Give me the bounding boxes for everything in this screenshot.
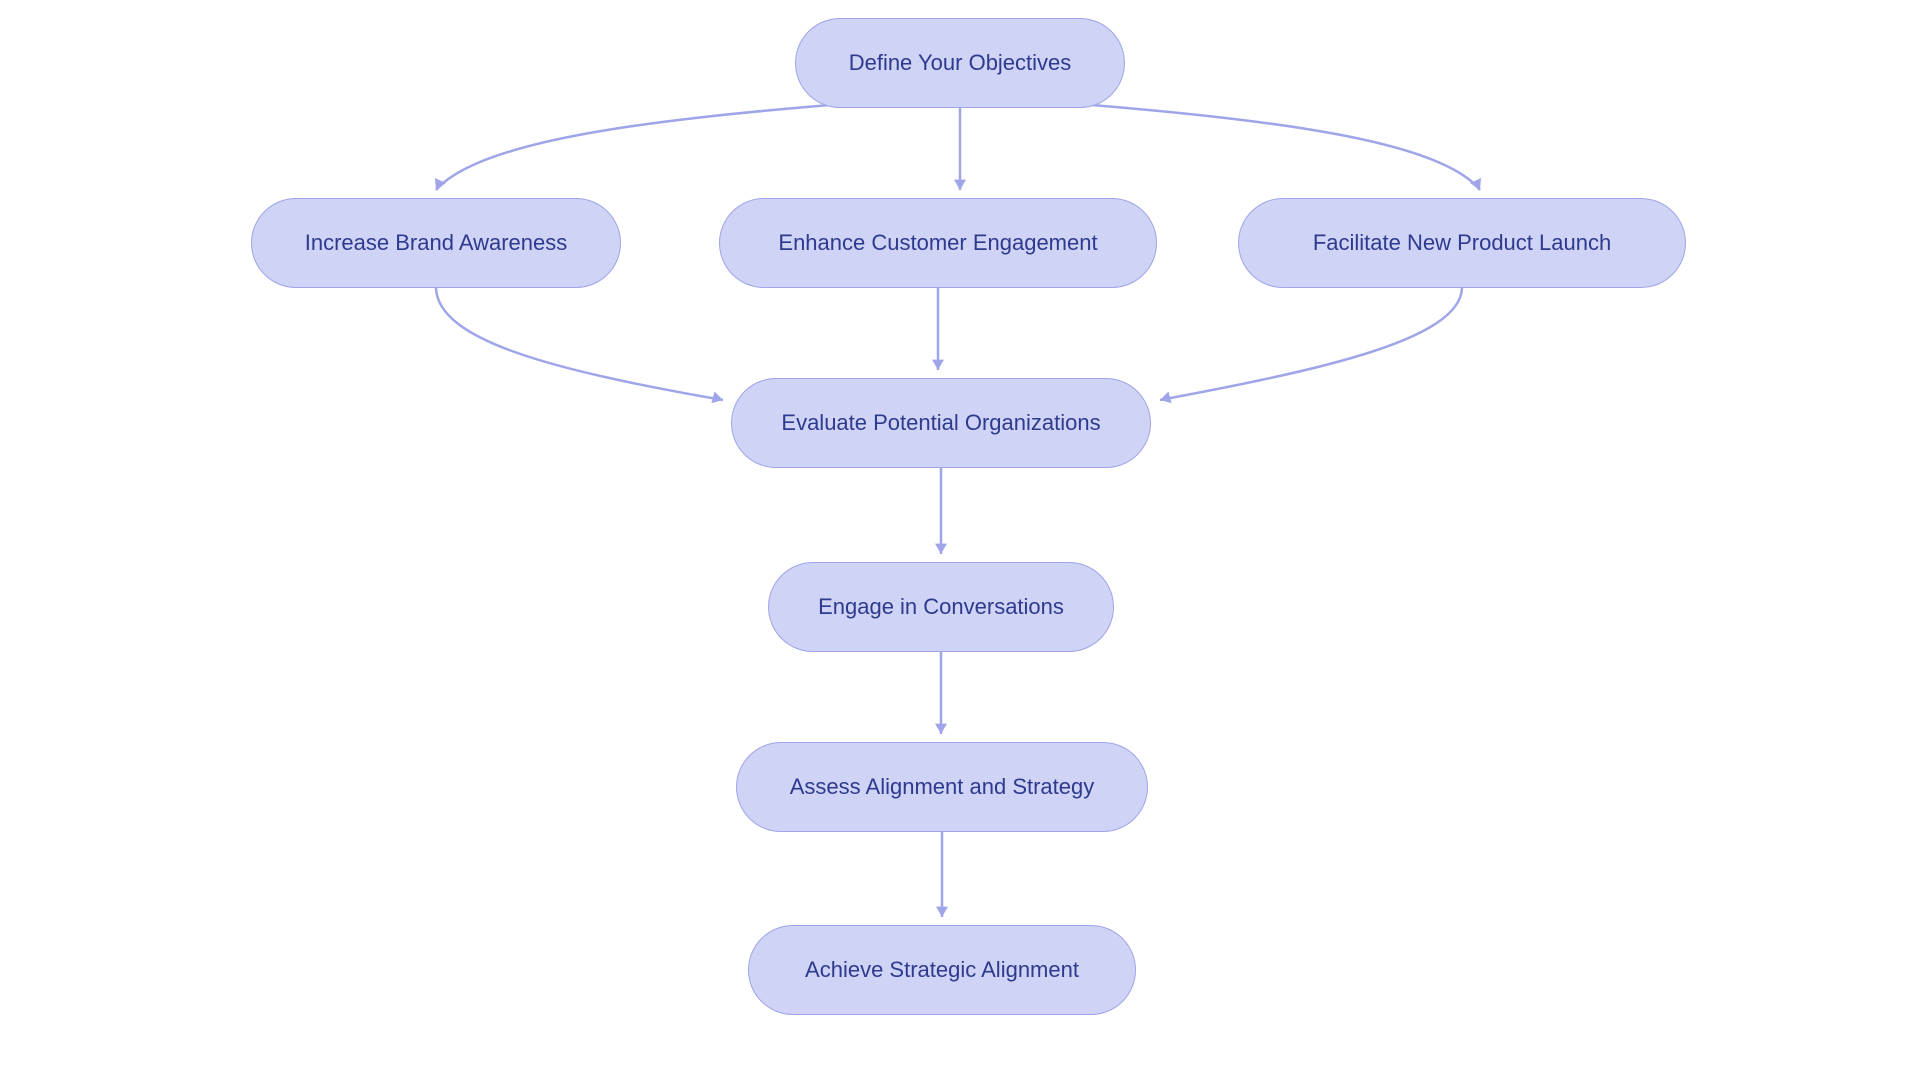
arrowhead-n3-n5	[932, 360, 944, 370]
flowchart-node-n4: Facilitate New Product Launch	[1238, 198, 1686, 288]
flowchart-node-n1: Define Your Objectives	[795, 18, 1125, 108]
flowchart-container: Define Your Objectives Increase Brand Awa…	[0, 0, 1920, 1083]
edge-n1-n4	[1092, 105, 1480, 190]
flowchart-node-n5: Evaluate Potential Organizations	[731, 378, 1151, 468]
arrowhead-n6-n7	[935, 724, 947, 734]
flowchart-node-n8: Achieve Strategic Alignment	[748, 925, 1136, 1015]
flowchart-node-n6: Engage in Conversations	[768, 562, 1114, 652]
edge-n4-n5	[1160, 288, 1462, 400]
edge-n1-n2	[436, 105, 830, 190]
arrowhead-n2-n5	[711, 392, 723, 404]
flowchart-node-n2: Increase Brand Awareness	[251, 198, 621, 288]
arrowhead-n4-n5	[1160, 392, 1172, 404]
flowchart-node-n3: Enhance Customer Engagement	[719, 198, 1157, 288]
arrowhead-n1-n3	[954, 180, 966, 190]
flowchart-edges	[0, 0, 1920, 1083]
arrowhead-n1-n2	[435, 178, 446, 190]
arrowhead-n5-n6	[935, 544, 947, 554]
edge-n2-n5	[436, 288, 723, 400]
flowchart-node-n7: Assess Alignment and Strategy	[736, 742, 1148, 832]
arrowhead-n7-n8	[936, 907, 948, 917]
arrowhead-n1-n4	[1470, 178, 1481, 190]
